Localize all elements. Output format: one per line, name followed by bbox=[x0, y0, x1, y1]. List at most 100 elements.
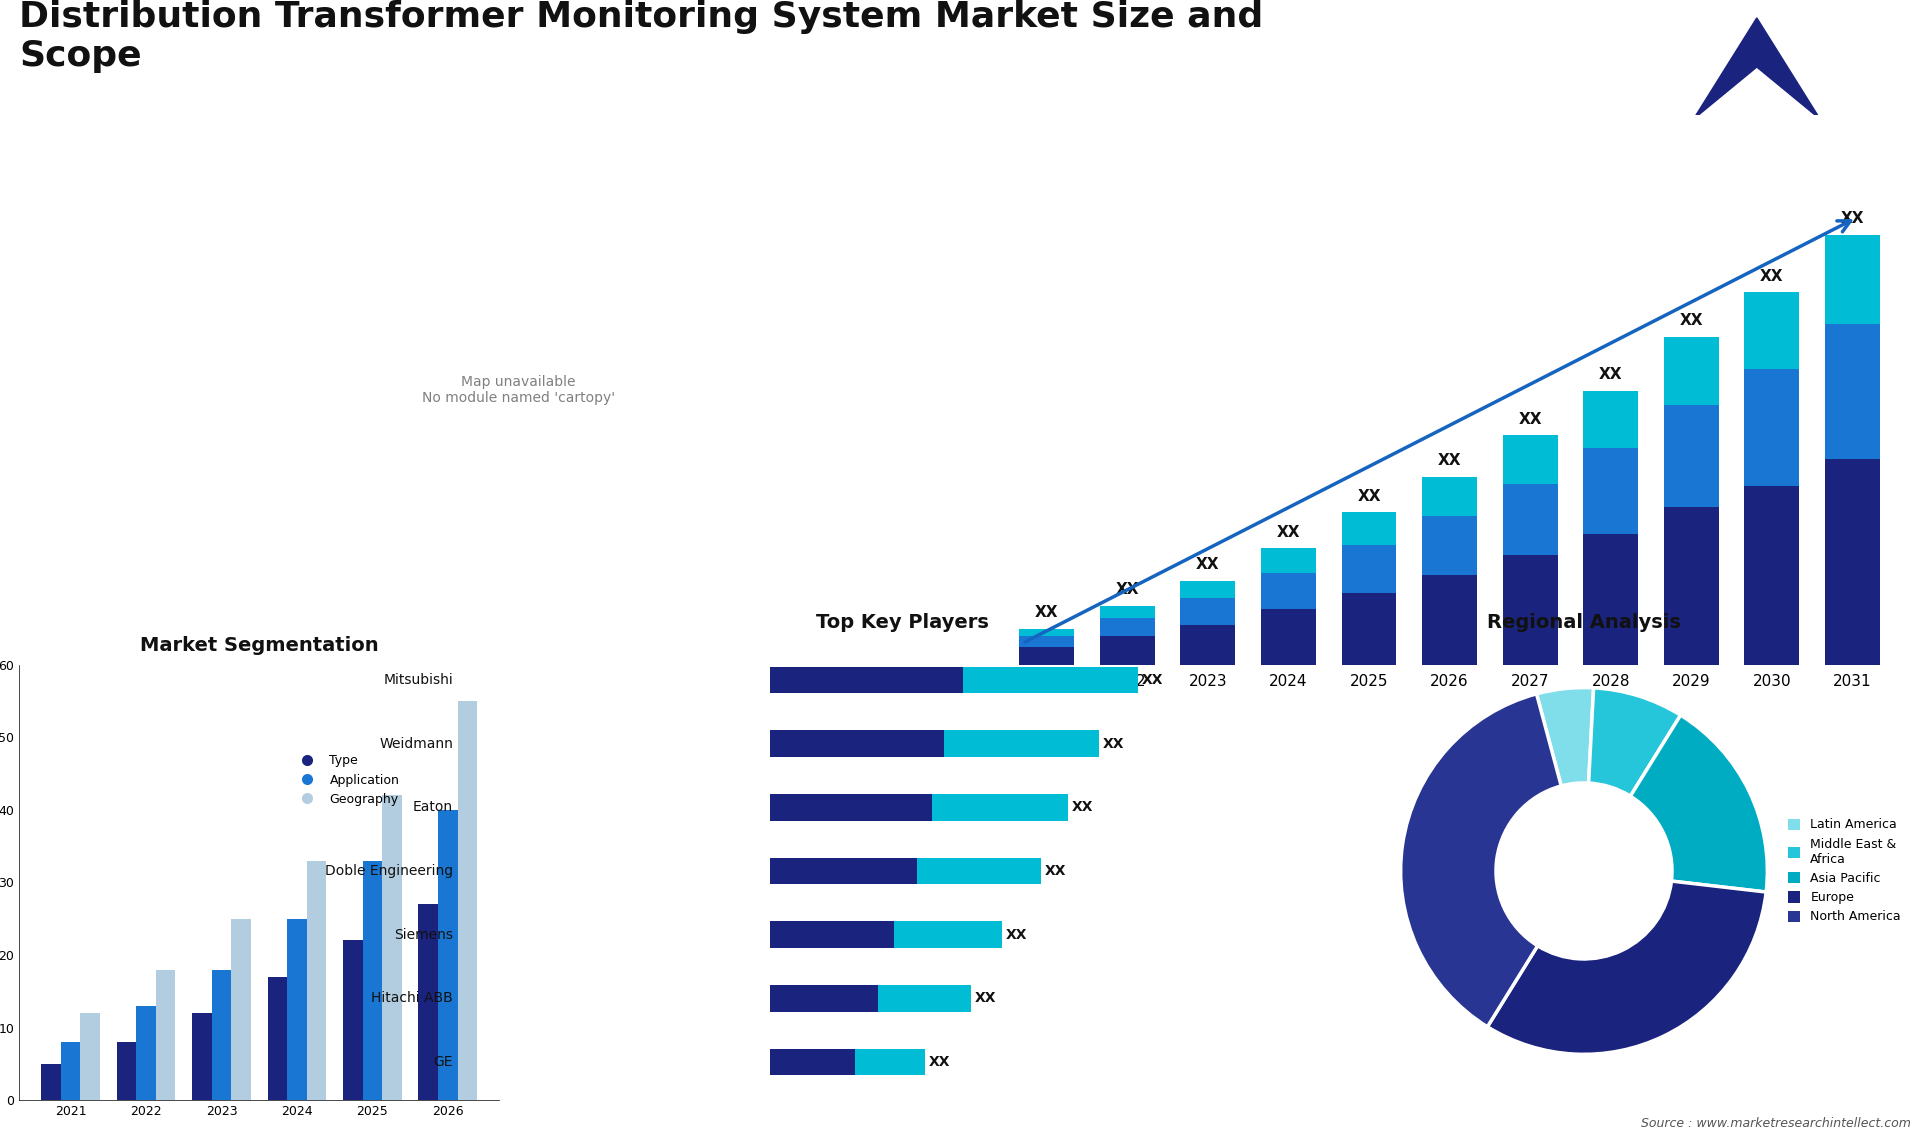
Bar bbox=[1665, 405, 1718, 507]
Bar bbox=[1423, 477, 1476, 516]
Bar bbox=[40, 1063, 61, 1100]
Text: MARKET
RESEARCH
INTELLECT: MARKET RESEARCH INTELLECT bbox=[1726, 127, 1788, 159]
Bar bbox=[1423, 516, 1476, 575]
Wedge shape bbox=[1588, 688, 1680, 796]
Wedge shape bbox=[1402, 693, 1561, 1027]
Bar bbox=[307, 861, 326, 1100]
Text: XX: XX bbox=[1102, 737, 1125, 751]
Text: XX: XX bbox=[1761, 268, 1784, 283]
Text: GE: GE bbox=[434, 1055, 453, 1069]
Bar bbox=[117, 1042, 136, 1100]
Text: Map unavailable
No module named 'cartopy': Map unavailable No module named 'cartopy… bbox=[422, 375, 614, 405]
Bar bbox=[1261, 548, 1315, 573]
Bar bbox=[918, 857, 1041, 885]
Text: XX: XX bbox=[1071, 800, 1092, 815]
Bar bbox=[1665, 337, 1718, 405]
Title: Top Key Players: Top Key Players bbox=[816, 613, 989, 631]
Bar bbox=[1020, 636, 1073, 646]
Text: XX: XX bbox=[975, 991, 996, 1005]
Bar bbox=[438, 810, 457, 1100]
Text: XX: XX bbox=[1044, 864, 1066, 878]
Bar bbox=[770, 667, 964, 693]
Text: XX: XX bbox=[1035, 605, 1058, 620]
Bar bbox=[770, 794, 933, 821]
Bar bbox=[1584, 391, 1638, 448]
Text: XX: XX bbox=[929, 1055, 950, 1069]
Bar bbox=[854, 1049, 925, 1075]
Bar bbox=[1665, 507, 1718, 665]
Bar bbox=[770, 1049, 854, 1075]
Title: Market Segmentation: Market Segmentation bbox=[140, 636, 378, 654]
Bar bbox=[1503, 435, 1557, 484]
Bar bbox=[933, 794, 1068, 821]
Text: XX: XX bbox=[1142, 673, 1164, 686]
Bar bbox=[1503, 484, 1557, 556]
Text: Source : www.marketresearchintellect.com: Source : www.marketresearchintellect.com bbox=[1640, 1116, 1910, 1130]
Bar bbox=[1342, 594, 1396, 665]
Bar bbox=[382, 795, 401, 1100]
Bar bbox=[344, 941, 363, 1100]
Bar bbox=[1020, 629, 1073, 636]
Bar bbox=[457, 701, 478, 1100]
Polygon shape bbox=[1693, 18, 1820, 119]
Bar bbox=[267, 976, 288, 1100]
Bar bbox=[61, 1042, 81, 1100]
Bar bbox=[1503, 556, 1557, 665]
Bar bbox=[1181, 598, 1235, 626]
Text: XX: XX bbox=[1438, 453, 1461, 468]
Legend: Type, Application, Geography: Type, Application, Geography bbox=[290, 749, 405, 811]
Bar bbox=[877, 984, 972, 1012]
Bar bbox=[156, 970, 175, 1100]
Bar bbox=[1584, 448, 1638, 534]
Bar bbox=[770, 730, 945, 758]
Bar bbox=[945, 730, 1098, 758]
Text: XX: XX bbox=[1357, 489, 1380, 504]
Bar bbox=[288, 919, 307, 1100]
Text: XX: XX bbox=[1599, 367, 1622, 382]
Wedge shape bbox=[1536, 688, 1594, 786]
Bar bbox=[1261, 573, 1315, 610]
Text: Doble Engineering: Doble Engineering bbox=[324, 864, 453, 878]
Bar bbox=[893, 921, 1002, 948]
Bar bbox=[1826, 324, 1880, 458]
Bar bbox=[363, 861, 382, 1100]
Bar bbox=[1826, 458, 1880, 665]
Text: XX: XX bbox=[1006, 927, 1027, 942]
Text: XX: XX bbox=[1116, 582, 1139, 597]
Legend: Latin America, Middle East &
Africa, Asia Pacific, Europe, North America: Latin America, Middle East & Africa, Asi… bbox=[1784, 814, 1907, 928]
Bar bbox=[1826, 235, 1880, 324]
Bar bbox=[770, 857, 918, 885]
Text: XX: XX bbox=[1841, 211, 1864, 227]
Bar bbox=[1584, 534, 1638, 665]
Wedge shape bbox=[1488, 881, 1766, 1054]
Bar bbox=[1423, 575, 1476, 665]
Text: Mitsubishi: Mitsubishi bbox=[384, 673, 453, 686]
Text: XX: XX bbox=[1196, 557, 1219, 572]
Bar bbox=[1745, 486, 1799, 665]
Text: Siemens: Siemens bbox=[394, 927, 453, 942]
Bar bbox=[770, 921, 893, 948]
Bar bbox=[192, 1013, 211, 1100]
Bar bbox=[1100, 636, 1154, 665]
Bar bbox=[1342, 544, 1396, 594]
Bar bbox=[230, 919, 252, 1100]
Title: Regional Analysis: Regional Analysis bbox=[1488, 613, 1680, 631]
Bar bbox=[1100, 605, 1154, 618]
Bar bbox=[1745, 292, 1799, 369]
Bar bbox=[1342, 512, 1396, 544]
Bar bbox=[1745, 369, 1799, 486]
Bar bbox=[136, 1006, 156, 1100]
Text: Distribution Transformer Monitoring System Market Size and
Scope: Distribution Transformer Monitoring Syst… bbox=[19, 0, 1263, 73]
Bar bbox=[1181, 581, 1235, 598]
Bar bbox=[1100, 618, 1154, 636]
Text: XX: XX bbox=[1277, 525, 1300, 540]
Polygon shape bbox=[1716, 71, 1797, 119]
Text: Eaton: Eaton bbox=[413, 800, 453, 815]
Bar bbox=[419, 904, 438, 1100]
Text: Hitachi ABB: Hitachi ABB bbox=[371, 991, 453, 1005]
Bar bbox=[964, 667, 1139, 693]
Bar bbox=[1261, 610, 1315, 665]
Wedge shape bbox=[1630, 715, 1766, 892]
Bar bbox=[81, 1013, 100, 1100]
Bar bbox=[1020, 646, 1073, 665]
